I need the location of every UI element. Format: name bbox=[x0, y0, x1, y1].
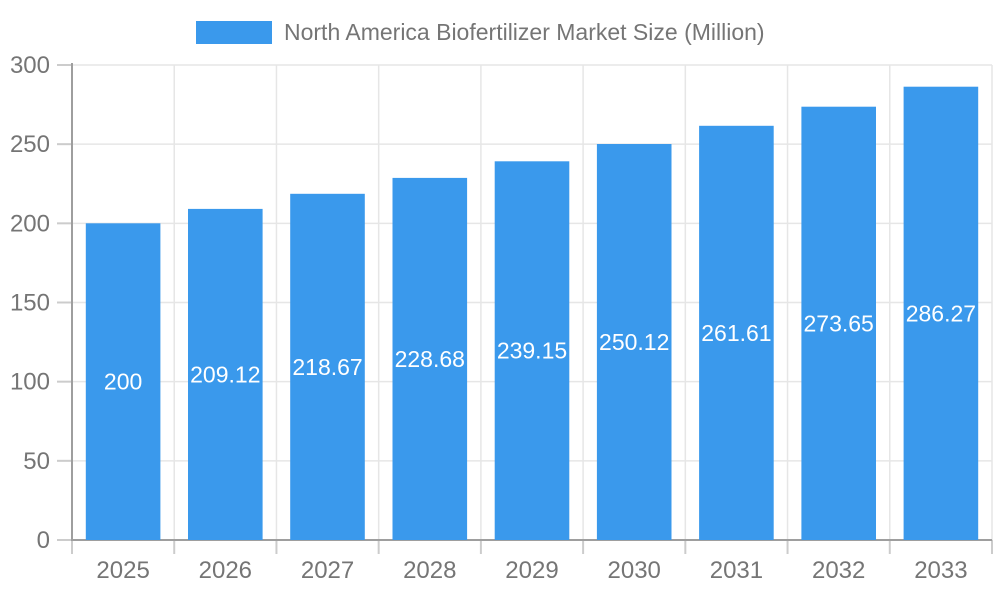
x-axis-tick-label: 2031 bbox=[710, 557, 763, 584]
bar bbox=[903, 86, 979, 540]
bar bbox=[801, 106, 876, 540]
x-axis-tick-label: 2033 bbox=[914, 557, 967, 584]
x-axis-tick-label: 2028 bbox=[403, 557, 456, 584]
y-axis-tick-label: 300 bbox=[10, 52, 50, 79]
bar bbox=[188, 208, 263, 540]
x-axis-tick-label: 2026 bbox=[199, 557, 252, 584]
bar-value-label: 261.61 bbox=[701, 320, 771, 346]
y-axis-tick-label: 0 bbox=[37, 527, 50, 554]
y-axis-tick-label: 200 bbox=[10, 210, 50, 237]
y-axis-tick-label: 50 bbox=[23, 448, 50, 475]
bar-value-label: 250.12 bbox=[599, 329, 669, 355]
bar-value-label: 228.68 bbox=[395, 346, 465, 372]
x-axis-tick-label: 2032 bbox=[812, 557, 865, 584]
bar-value-label: 218.67 bbox=[292, 354, 362, 380]
y-axis-tick-label: 100 bbox=[10, 369, 50, 396]
y-axis-tick-label: 250 bbox=[10, 131, 50, 158]
bar-value-label: 200 bbox=[104, 369, 142, 395]
bar bbox=[596, 144, 672, 540]
legend-label: North America Biofertilizer Market Size … bbox=[284, 19, 765, 45]
bar bbox=[494, 161, 570, 541]
legend-swatch bbox=[196, 21, 272, 44]
x-axis-tick-label: 2025 bbox=[96, 557, 149, 584]
y-axis-tick-label: 150 bbox=[10, 290, 50, 317]
x-axis-tick-label: 2030 bbox=[608, 557, 661, 584]
bar-value-label: 273.65 bbox=[803, 310, 873, 336]
x-axis-tick-label: 2027 bbox=[301, 557, 354, 584]
chart-legend[interactable]: North America Biofertilizer Market Size … bbox=[196, 19, 765, 46]
bar-value-label: 286.27 bbox=[906, 300, 976, 326]
bar bbox=[392, 177, 468, 540]
bar bbox=[85, 223, 161, 541]
bar bbox=[699, 125, 774, 541]
bar bbox=[290, 193, 365, 541]
bar-value-label: 209.12 bbox=[190, 361, 260, 387]
bar-value-label: 239.15 bbox=[497, 338, 567, 364]
x-axis-tick-label: 2029 bbox=[505, 557, 558, 584]
